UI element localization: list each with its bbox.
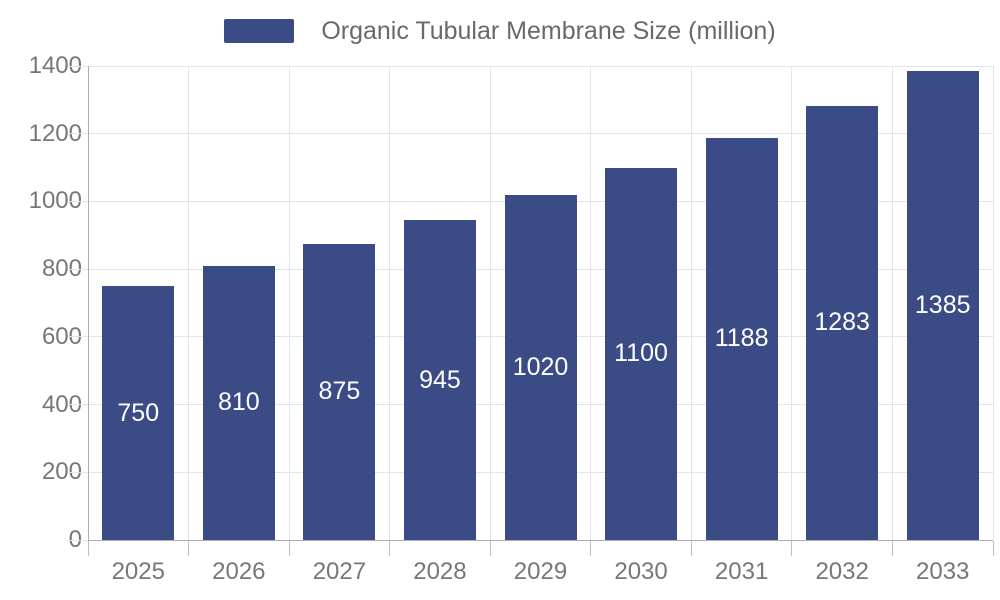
y-axis-tick-1200 [68, 133, 88, 135]
x-axis-label-2032: 2032 [815, 558, 869, 585]
bar-2030[interactable]: 1100 [605, 167, 678, 540]
legend-label[interactable]: Organic Tubular Membrane Size (million) [321, 16, 776, 45]
v-gridline [288, 66, 290, 540]
v-gridline [489, 66, 491, 540]
bar-2026[interactable]: 810 [202, 265, 275, 540]
bar-2033[interactable]: 1385 [906, 71, 979, 540]
legend[interactable]: Organic Tubular Membrane Size (million) [0, 14, 1000, 48]
bar-value-label: 1100 [614, 339, 668, 368]
h-gridline-1400 [88, 65, 993, 67]
bar-value-label: 810 [217, 388, 260, 417]
v-gridline [992, 66, 994, 540]
x-axis-label-2026: 2026 [212, 558, 266, 585]
bar-value-label: 1385 [914, 291, 971, 320]
x-axis-tick [188, 541, 190, 556]
y-axis-tick-1000 [68, 200, 88, 202]
x-axis-label-2025: 2025 [111, 558, 165, 585]
legend-swatch[interactable] [224, 19, 295, 43]
v-gridline [891, 66, 893, 540]
x-axis-tick [87, 541, 89, 556]
bar-value-label: 1020 [512, 352, 569, 381]
v-gridline [389, 66, 391, 540]
bar-value-label: 875 [318, 377, 361, 406]
x-axis-label-2031: 2031 [714, 558, 769, 585]
x-axis-tick [791, 541, 793, 556]
x-axis-tick [992, 541, 994, 556]
x-axis-tick [891, 541, 893, 556]
y-axis-tick-400 [68, 404, 88, 406]
v-gridline [791, 66, 793, 540]
v-gridline [590, 66, 592, 540]
v-gridline [188, 66, 190, 540]
x-axis-tick [489, 541, 491, 556]
bar-value-label: 1283 [814, 308, 870, 337]
h-gridline-1200 [88, 133, 993, 135]
bar-value-label: 1188 [714, 324, 769, 353]
y-axis-tick-600 [68, 336, 88, 338]
x-axis-tick [288, 541, 290, 556]
bar-value-label: 750 [117, 398, 160, 427]
v-gridline [690, 66, 692, 540]
x-axis-label-2030: 2030 [614, 558, 668, 585]
y-axis-tick-800 [68, 268, 88, 270]
bar-2029[interactable]: 1020 [504, 194, 577, 540]
bar-value-label: 945 [419, 365, 461, 394]
x-axis-tick [389, 541, 391, 556]
x-axis-label-2027: 2027 [312, 558, 367, 585]
bar-2025[interactable]: 750 [102, 286, 175, 540]
y-axis-tick-0 [68, 539, 88, 541]
plot-area: 750 810 875 945 1020 1100 1188 1283 1385 [88, 65, 994, 540]
y-axis-tick-200 [68, 471, 88, 473]
y-axis-tick-1400 [68, 65, 88, 67]
bar-2031[interactable]: 1188 [705, 137, 778, 540]
y-axis: 0 200 400 600 800 1000 1200 1400 [0, 54, 82, 552]
x-axis-label-2033: 2033 [916, 558, 970, 585]
bar-2027[interactable]: 875 [303, 243, 376, 540]
x-axis-tick [590, 541, 592, 556]
y-axis-line [88, 66, 89, 540]
bar-2028[interactable]: 945 [403, 220, 476, 540]
x-axis-label-2029: 2029 [513, 558, 568, 585]
x-axis-label-2028: 2028 [413, 558, 467, 585]
x-axis-tick [690, 541, 692, 556]
bar-2032[interactable]: 1283 [806, 105, 879, 540]
x-axis-line [68, 540, 993, 541]
